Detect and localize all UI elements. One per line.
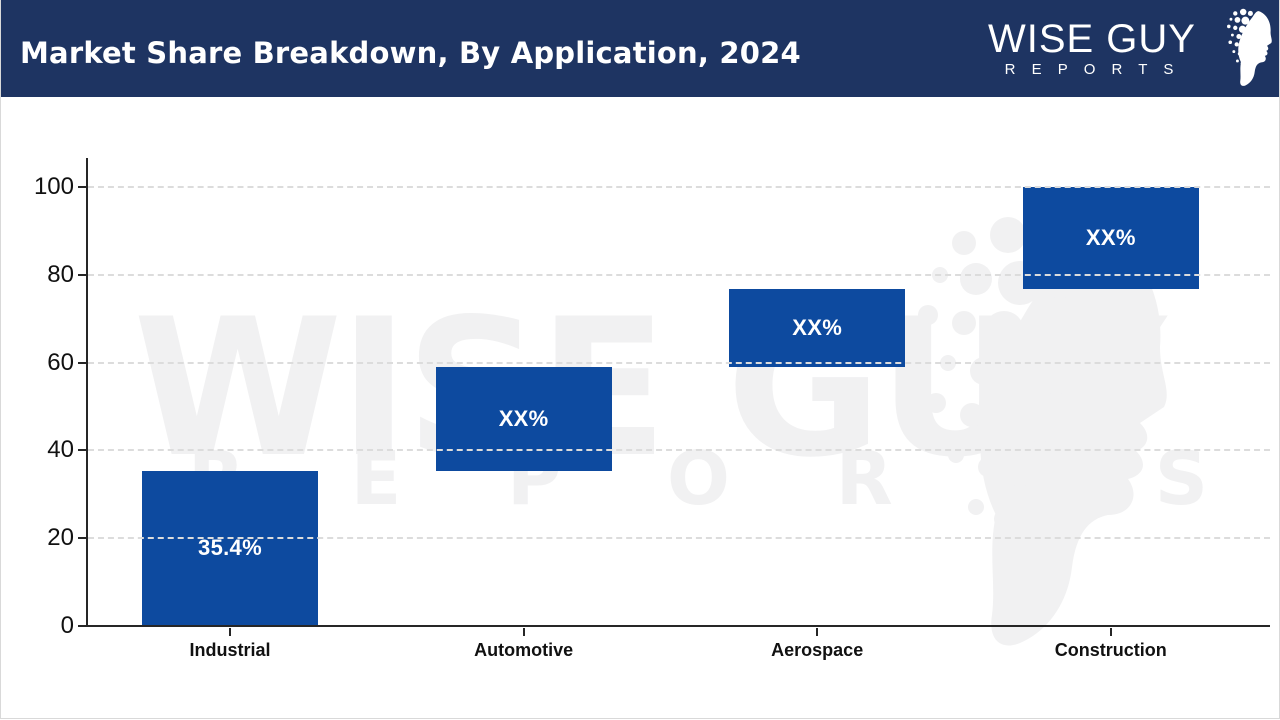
bar-automotive: XX% [435, 366, 612, 471]
bar-industrial: 35.4% [142, 470, 318, 626]
y-tick-mark [78, 361, 86, 364]
bar-aerospace: XX% [729, 288, 906, 367]
gridline [88, 449, 1270, 452]
x-tick-label-industrial: Industrial [189, 640, 271, 660]
bar-value-label: XX% [498, 405, 549, 431]
bar-value-label: XX% [792, 314, 843, 340]
y-tick-label: 100 [33, 173, 74, 200]
gridline [88, 273, 1270, 276]
y-tick-mark [78, 186, 86, 188]
brand-face-icon [1227, 8, 1272, 86]
x-tick-label-aerospace: Aerospace [771, 640, 864, 660]
y-tick-label: 0 [60, 612, 74, 639]
bar-construction: XX% [1022, 187, 1199, 289]
gridline [88, 186, 1270, 188]
x-tick-mark [229, 628, 231, 636]
x-tick-label-automotive: Automotive [474, 640, 574, 660]
y-tick-label: 40 [47, 436, 74, 464]
y-tick-mark [78, 537, 86, 540]
y-tick-label: 60 [47, 348, 74, 376]
y-tick-mark [78, 449, 86, 452]
gridline [88, 361, 1270, 364]
header-bar: Market Share Breakdown, By Application, … [0, 0, 1280, 97]
x-tick-mark [816, 628, 819, 636]
y-axis-line [86, 158, 88, 626]
x-tick-label-construction: Construction [1054, 640, 1167, 660]
page-title: Market Share Breakdown, By Application, … [20, 36, 801, 70]
x-tick-mark [1109, 628, 1112, 636]
y-tick-label: 20 [47, 524, 74, 552]
brand-tagline: R E P O R T S [1004, 61, 1180, 78]
y-tick-mark [78, 625, 86, 627]
y-tick-mark [78, 273, 86, 276]
brand-name: WISE GUY [987, 17, 1196, 61]
brand-logo: WISE GUY R E P O R T S [988, 6, 1272, 90]
bar-value-label: XX% [1085, 224, 1136, 250]
gridline [88, 537, 1270, 540]
brand-text: WISE GUY R E P O R T S [988, 17, 1196, 79]
x-axis-line [86, 625, 1270, 627]
bar-value-label: 35.4% [198, 535, 262, 561]
y-tick-label: 80 [47, 260, 74, 288]
x-tick-mark [522, 628, 525, 636]
